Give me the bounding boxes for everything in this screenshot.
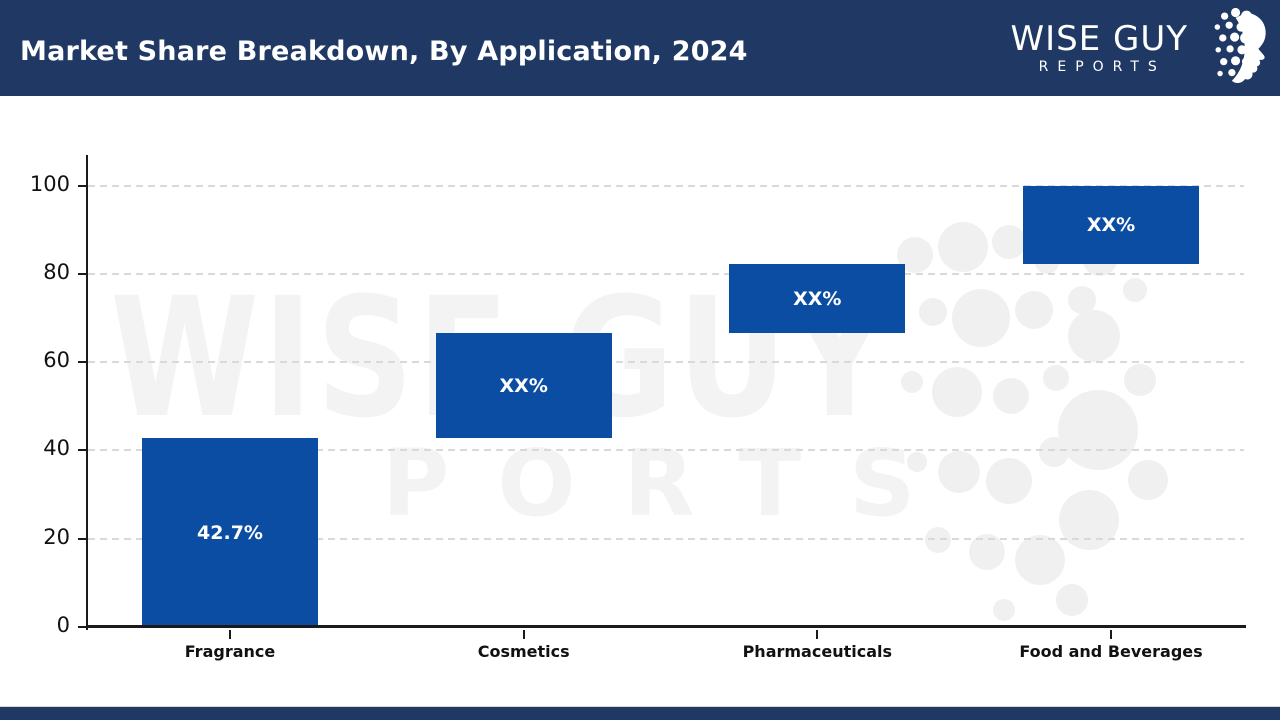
- y-tick-label: 60: [43, 348, 70, 373]
- logo-text: WISE GUY REPORTS: [1010, 21, 1188, 75]
- watermark-text-line2: PORTS: [382, 430, 964, 537]
- x-tick-mark: [229, 630, 231, 639]
- y-tick-mark: [78, 361, 86, 364]
- gridline: [88, 449, 1244, 452]
- logo-reports-label: REPORTS: [1038, 59, 1166, 75]
- y-tick-mark: [78, 449, 86, 452]
- x-category-label: Fragrance: [184, 642, 276, 661]
- gridline: [88, 272, 1244, 275]
- y-tick-mark: [78, 184, 86, 187]
- wiseguy-head-icon: [1214, 7, 1266, 84]
- y-tick-label: 100: [29, 171, 70, 196]
- gridline: [88, 184, 1244, 187]
- x-tick-mark: [816, 630, 819, 639]
- footer-bar: [0, 706, 1280, 720]
- x-category-label: Cosmetics: [477, 642, 570, 661]
- y-tick-label: 40: [43, 436, 70, 461]
- plot-area: 0 20 40 60 80 100 42.7% Fragrance XX% Cosmetics XX…: [30, 155, 1246, 661]
- bar-value-label: XX%: [1086, 213, 1136, 236]
- y-axis-line: [86, 155, 88, 630]
- bar-value-label: XX%: [793, 287, 842, 310]
- logo-wiseguy-label: WISE GUY: [1010, 19, 1188, 59]
- wiseguy-logo: WISE GUY REPORTS: [1010, 4, 1272, 92]
- y-tick-mark: [78, 272, 86, 275]
- page-title: Market Share Breakdown, By Application, …: [20, 35, 748, 67]
- header-bar: Market Share Breakdown, By Application, …: [0, 0, 1280, 96]
- x-category-label: Food and Beverages: [1019, 642, 1203, 661]
- bar-fragrance: 42.7%: [142, 438, 318, 627]
- gridline: [88, 361, 1244, 364]
- y-tick-label: 80: [43, 259, 70, 284]
- y-tick-mark: [78, 626, 86, 628]
- x-tick-mark: [522, 630, 525, 639]
- bar-value-label: XX%: [499, 374, 548, 397]
- x-axis-line: [86, 625, 1246, 628]
- gridline: [88, 537, 1244, 540]
- y-tick-mark: [78, 537, 86, 540]
- bar-food-and-beverages: XX%: [1023, 185, 1199, 264]
- x-category-label: Pharmaceuticals: [742, 642, 892, 661]
- y-tick-label: 20: [43, 524, 70, 549]
- bar-cosmetics: XX%: [435, 333, 612, 439]
- y-tick-label: 0: [56, 613, 70, 637]
- bar-value-label: 42.7%: [197, 521, 263, 544]
- x-tick-mark: [1110, 630, 1112, 639]
- bar-pharmaceuticals: XX%: [729, 263, 906, 334]
